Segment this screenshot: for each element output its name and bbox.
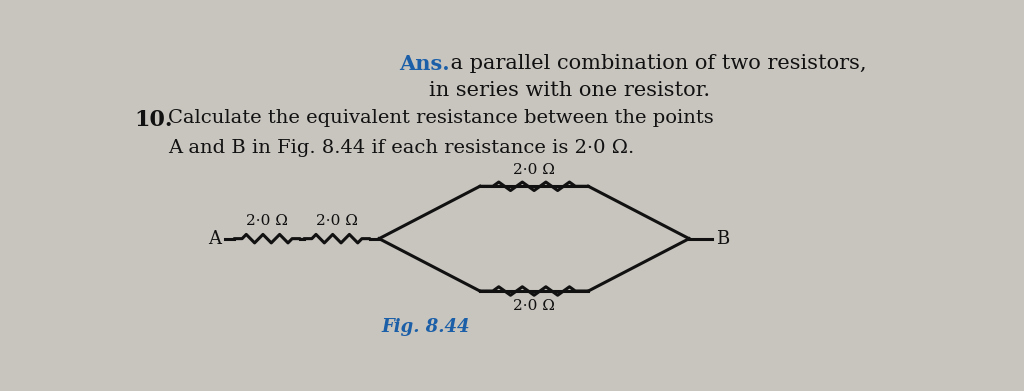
Text: A and B in Fig. 8.44 if each resistance is 2·0 Ω.: A and B in Fig. 8.44 if each resistance …: [168, 138, 635, 156]
Text: Fig. 8.44: Fig. 8.44: [381, 318, 470, 336]
Text: B: B: [716, 230, 729, 248]
Text: 2·0 Ω: 2·0 Ω: [513, 299, 555, 313]
Text: 10.: 10.: [134, 109, 173, 131]
Text: Calculate the equivalent resistance between the points: Calculate the equivalent resistance betw…: [168, 109, 714, 127]
Text: 2·0 Ω: 2·0 Ω: [246, 214, 288, 228]
Text: a parallel combination of two resistors,: a parallel combination of two resistors,: [444, 54, 866, 73]
Text: A: A: [208, 230, 221, 248]
Text: in series with one resistor.: in series with one resistor.: [429, 81, 711, 100]
Text: Ans.: Ans.: [399, 54, 450, 74]
Text: 2·0 Ω: 2·0 Ω: [316, 214, 357, 228]
Text: 2·0 Ω: 2·0 Ω: [513, 163, 555, 177]
